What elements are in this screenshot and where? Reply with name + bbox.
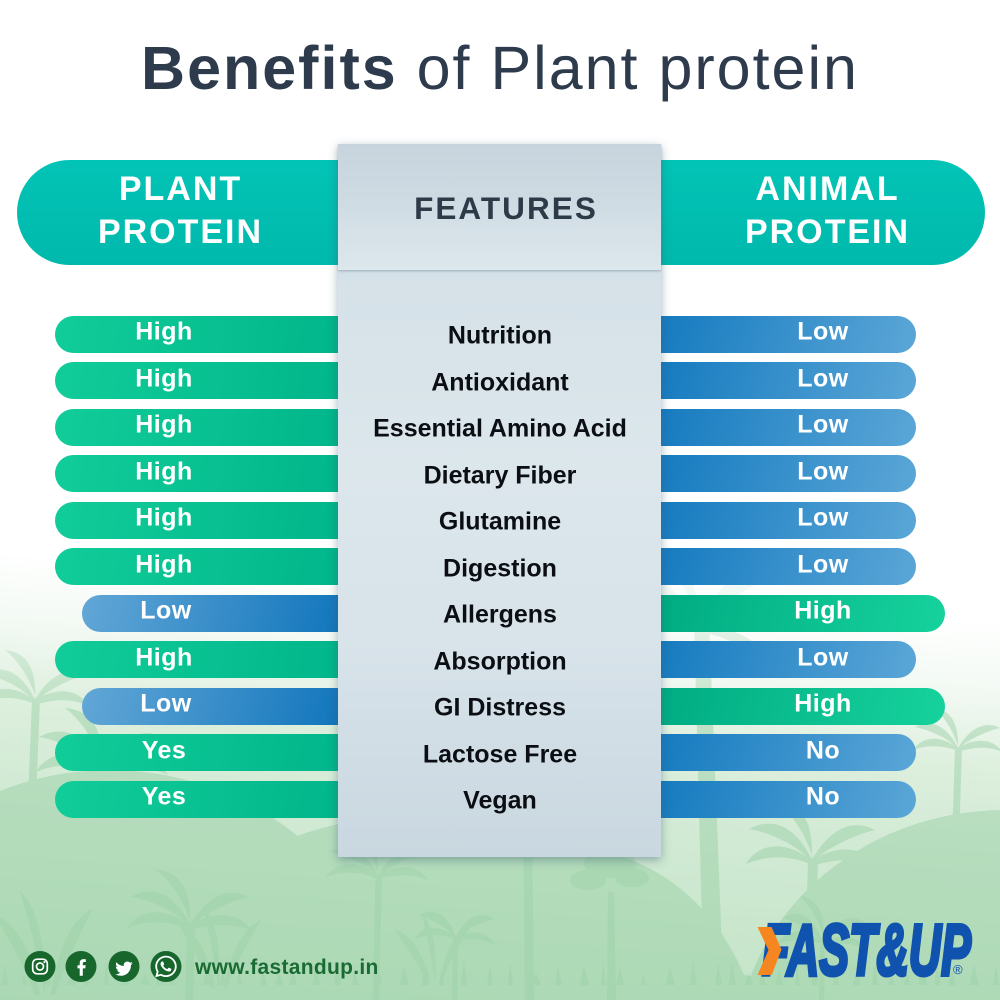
svg-text:FAST&UP: FAST&UP bbox=[762, 915, 972, 990]
svg-text:®: ® bbox=[953, 962, 963, 977]
